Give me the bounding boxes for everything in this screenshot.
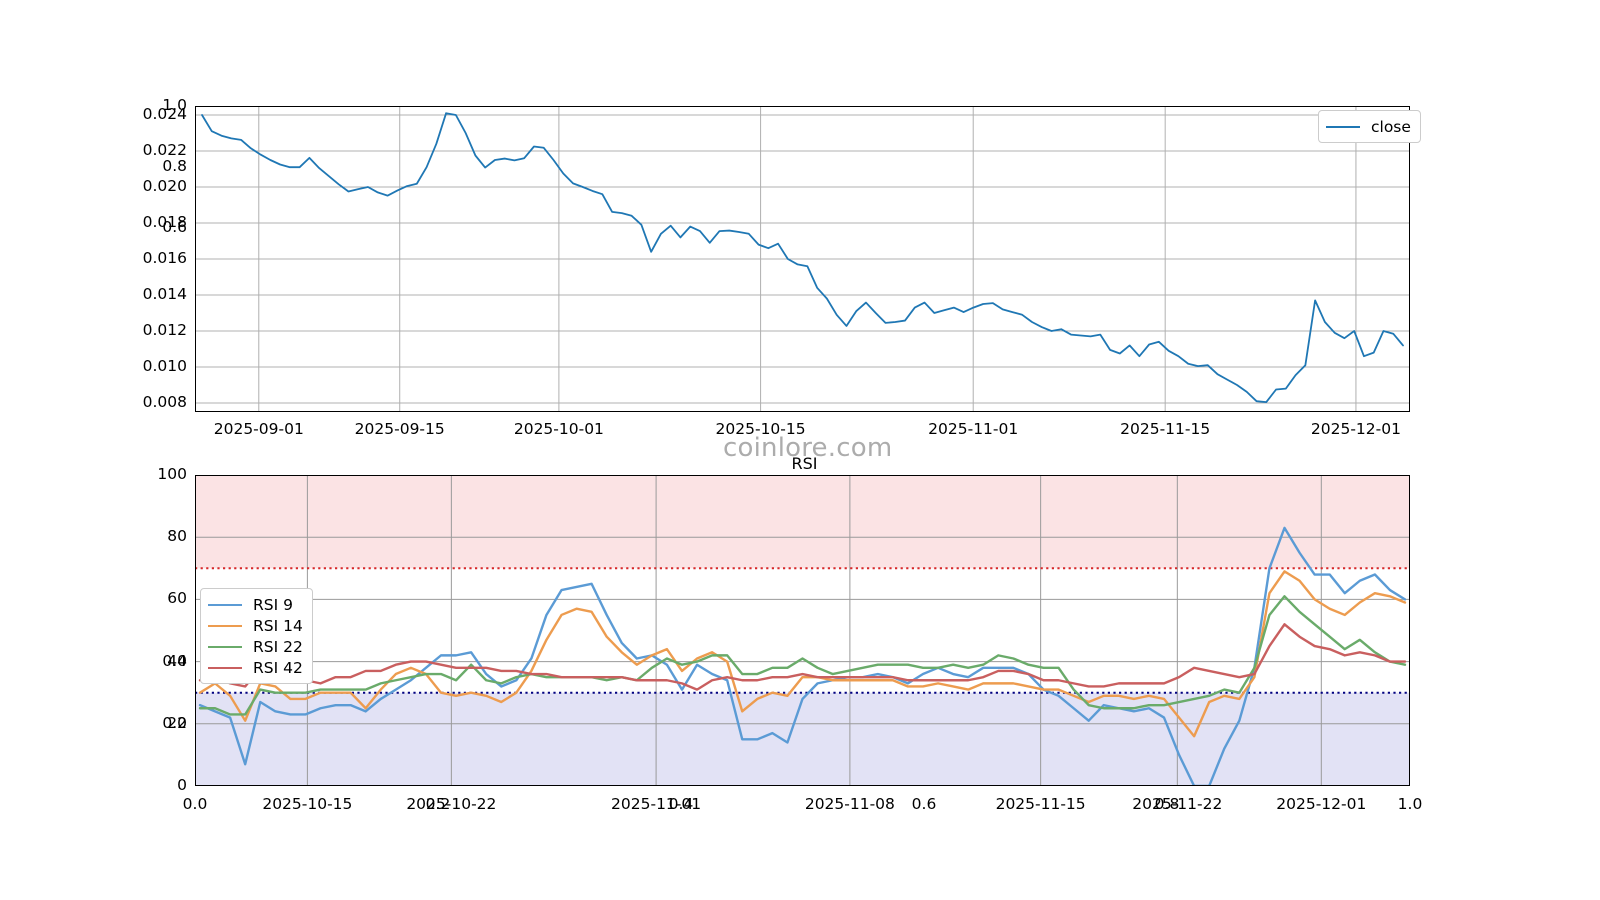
price-y-tick: 0.014 <box>142 285 187 303</box>
legend-line-swatch-icon <box>208 603 242 606</box>
legend-label: RSI 22 <box>253 637 303 656</box>
legend-line-swatch-icon <box>1326 125 1360 128</box>
rsi-chart-legend[interactable]: RSI 9 RSI 14 RSI 22 RSI 42 <box>200 588 313 684</box>
rsi-x-tick: 2025-11-22 <box>1132 795 1223 813</box>
legend-label: RSI 42 <box>253 658 303 677</box>
price-x-tick: 2025-10-15 <box>715 420 806 438</box>
rsi-x-overlay-tick: 0.4 <box>668 795 694 813</box>
rsi-y-tick: 40 <box>167 651 187 670</box>
price-y-overlay-tick: 0.6 <box>162 218 187 237</box>
price-x-tick: 2025-09-15 <box>354 420 445 438</box>
rsi-legend-item[interactable]: RSI 42 <box>208 657 303 678</box>
rsi-y-overlay-tick: 0.2 <box>162 713 187 732</box>
price-y-overlay-tick: 0.8 <box>162 157 187 176</box>
legend-label: RSI 9 <box>253 595 293 614</box>
price-y-tick: 0.016 <box>142 249 187 267</box>
rsi-x-tick: 2025-10-22 <box>406 795 497 813</box>
rsi-x-tick: 2025-11-01 <box>611 795 702 813</box>
rsi-x-tick: 2025-12-01 <box>1276 795 1367 813</box>
legend-label: RSI 14 <box>253 616 303 635</box>
rsi-x-overlay-tick: 0.8 <box>1154 795 1180 813</box>
rsi-chart-plot <box>195 475 1410 786</box>
price-chart-plot <box>195 106 1410 412</box>
price-x-tick: 2025-10-01 <box>513 420 604 438</box>
rsi-y-tick: 0 <box>177 776 187 794</box>
legend-line-swatch-icon <box>208 645 242 648</box>
price-y-tick: 0.010 <box>142 357 187 375</box>
price-y-tick: 0.018 <box>142 213 187 231</box>
price-x-tick: 2025-09-01 <box>213 420 304 438</box>
price-x-tick: 2025-11-01 <box>928 420 1019 438</box>
price-x-tick: 2025-11-15 <box>1120 420 1211 438</box>
rsi-x-tick: 2025-11-08 <box>804 795 895 813</box>
price-y-tick: 0.022 <box>142 141 187 159</box>
rsi-x-overlay-tick: 0.6 <box>911 795 937 813</box>
rsi-panel-title: RSI <box>791 454 818 473</box>
rsi-x-overlay-tick: 0.0 <box>182 795 208 813</box>
legend-line-swatch-icon <box>208 666 242 669</box>
legend-line-swatch-icon <box>208 624 242 627</box>
price-y-tick: 0.020 <box>142 177 187 195</box>
rsi-x-overlay-tick: 1.0 <box>1397 795 1423 813</box>
price-y-tick: 0.024 <box>142 105 187 123</box>
rsi-legend-item[interactable]: RSI 22 <box>208 636 303 657</box>
watermark: coinlore.com <box>723 433 893 463</box>
price-y-tick: 0.012 <box>142 321 187 339</box>
rsi-legend-item[interactable]: RSI 14 <box>208 615 303 636</box>
price-x-tick: 2025-12-01 <box>1310 420 1401 438</box>
rsi-y-overlay-tick: 0.4 <box>162 651 187 670</box>
rsi-y-tick: 100 <box>157 465 187 483</box>
legend-label: close <box>1371 117 1411 136</box>
rsi-x-overlay-tick: 0.2 <box>425 795 451 813</box>
rsi-y-tick: 20 <box>167 713 187 732</box>
price-chart-panel <box>195 106 1410 412</box>
rsi-y-tick: 80 <box>167 527 187 546</box>
rsi-chart-panel <box>195 475 1410 786</box>
price-chart-legend[interactable]: close <box>1318 110 1421 143</box>
price-y-tick: 0.008 <box>142 393 187 411</box>
rsi-x-tick: 2025-10-15 <box>262 795 353 813</box>
rsi-legend-item[interactable]: RSI 9 <box>208 594 303 615</box>
price-y-overlay-tick: 1.0 <box>162 96 187 114</box>
rsi-x-tick: 2025-11-15 <box>995 795 1086 813</box>
rsi-y-tick: 60 <box>167 589 187 608</box>
price-legend-item[interactable]: close <box>1326 116 1411 137</box>
